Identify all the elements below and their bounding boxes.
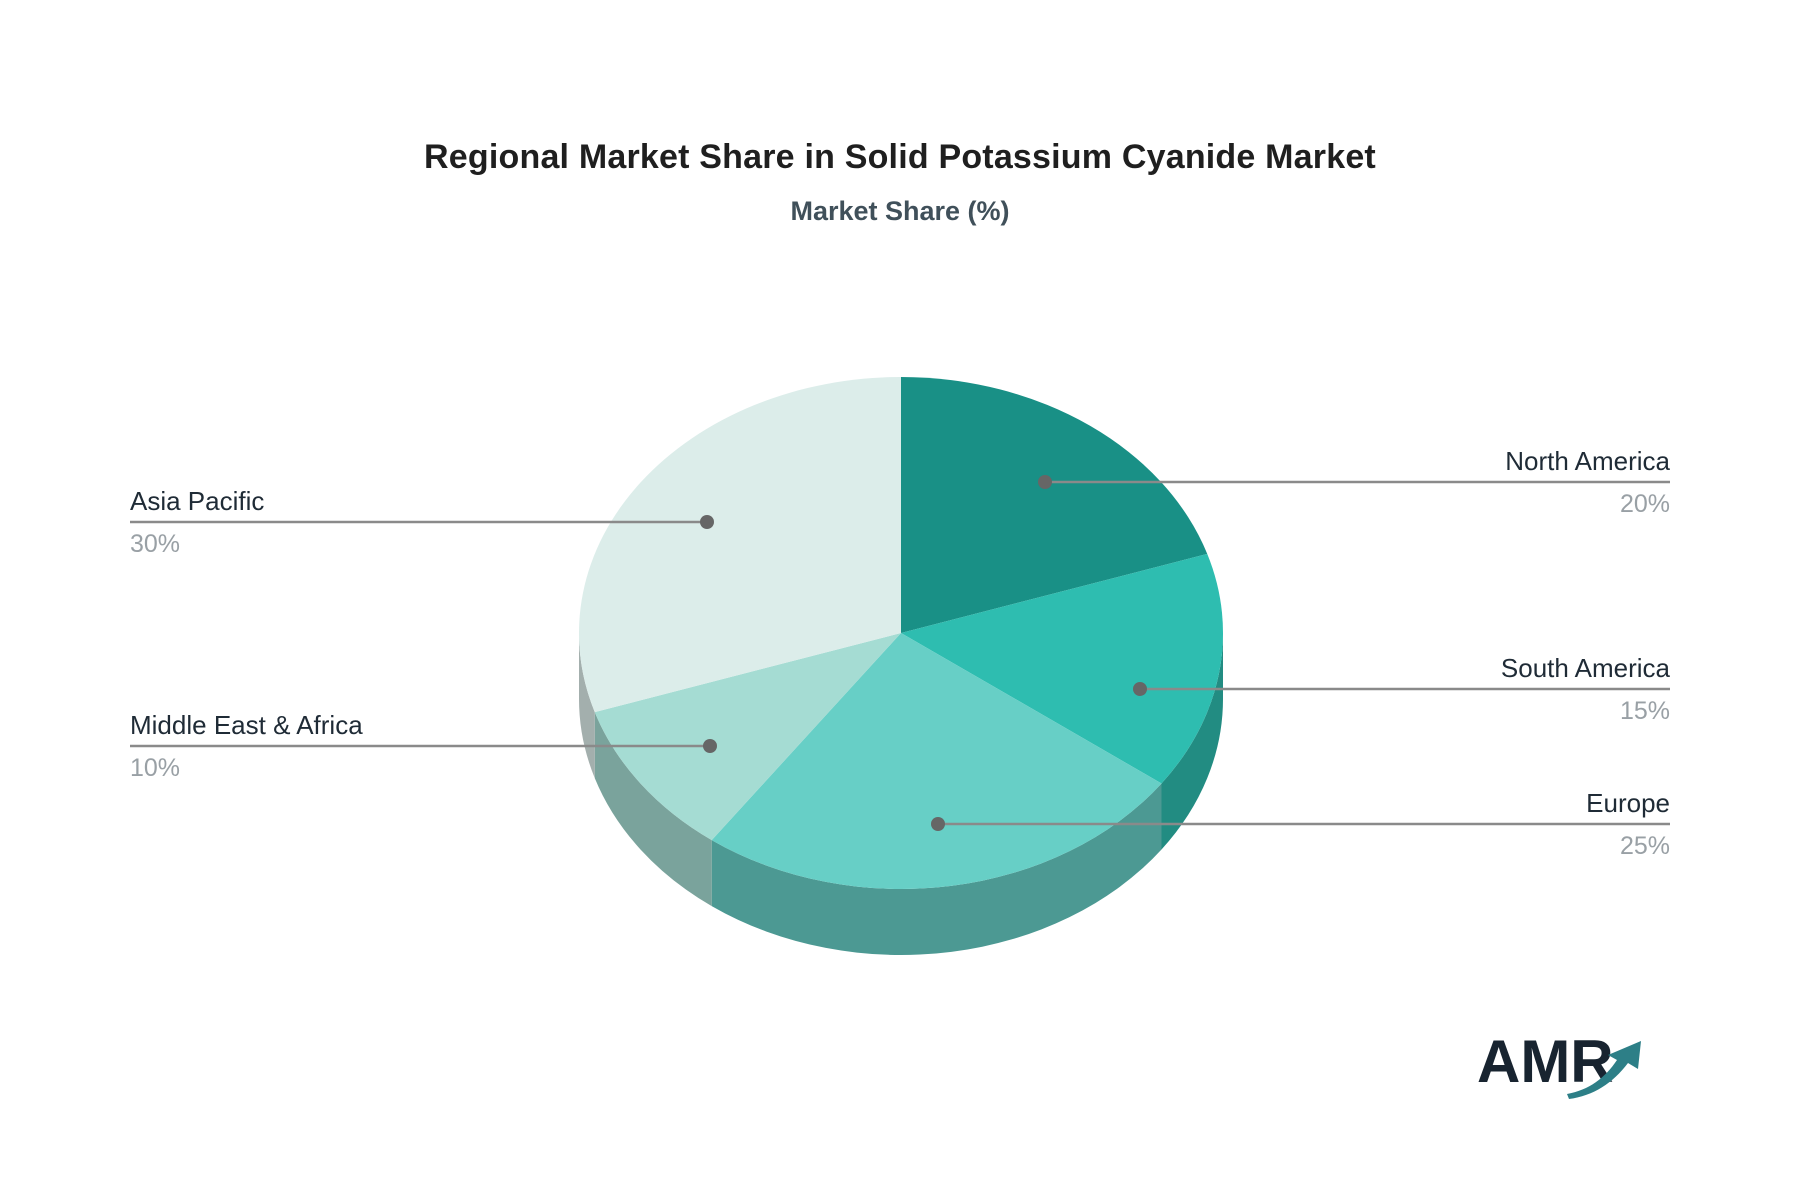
slice-name: Middle East & Africa xyxy=(130,710,363,740)
slice-wall-europe xyxy=(711,783,1162,955)
chart-subtitle: Market Share (%) xyxy=(790,196,1010,226)
leader-dot xyxy=(1133,682,1147,696)
slice-label-europe: Europe 25% xyxy=(1586,788,1670,860)
leader-dot xyxy=(700,515,714,529)
slice-wall-south-america xyxy=(1161,633,1223,850)
leader-dot xyxy=(931,817,945,831)
slice-label-middle-east-africa: Middle East & Africa 10% xyxy=(130,710,363,782)
amr-logo: AMR xyxy=(1477,1030,1677,1110)
slice-asia-pacific[interactable] xyxy=(578,377,901,713)
growth-arrow-icon xyxy=(1567,1041,1641,1099)
slice-name: North America xyxy=(1505,446,1670,476)
slice-percent: 10% xyxy=(130,754,181,782)
slice-percent: 30% xyxy=(130,530,181,558)
slice-wall-asia-pacific xyxy=(579,633,595,779)
slice-percent: 20% xyxy=(1619,490,1670,518)
slice-label-north-america: North America 20% xyxy=(1505,446,1670,518)
slice-name: Europe xyxy=(1586,788,1670,818)
slice-name: South America xyxy=(1500,653,1670,683)
slice-wall-middle-east-africa xyxy=(594,712,712,907)
slice-middle-east-africa[interactable] xyxy=(594,633,901,841)
leader-dot xyxy=(1038,475,1052,489)
chart-title: Regional Market Share in Solid Potassium… xyxy=(424,138,1376,176)
leader-dot xyxy=(703,739,717,753)
slice-south-america[interactable] xyxy=(901,553,1223,784)
amr-logo-text: AMR xyxy=(1477,1028,1614,1095)
slice-label-south-america: South America 15% xyxy=(1501,653,1670,725)
slice-percent: 25% xyxy=(1619,832,1670,860)
slice-north-america[interactable] xyxy=(901,377,1208,633)
slice-label-asia-pacific: Asia Pacific 30% xyxy=(130,486,264,558)
slice-percent: 15% xyxy=(1619,697,1670,725)
slice-name: Asia Pacific xyxy=(130,486,265,516)
